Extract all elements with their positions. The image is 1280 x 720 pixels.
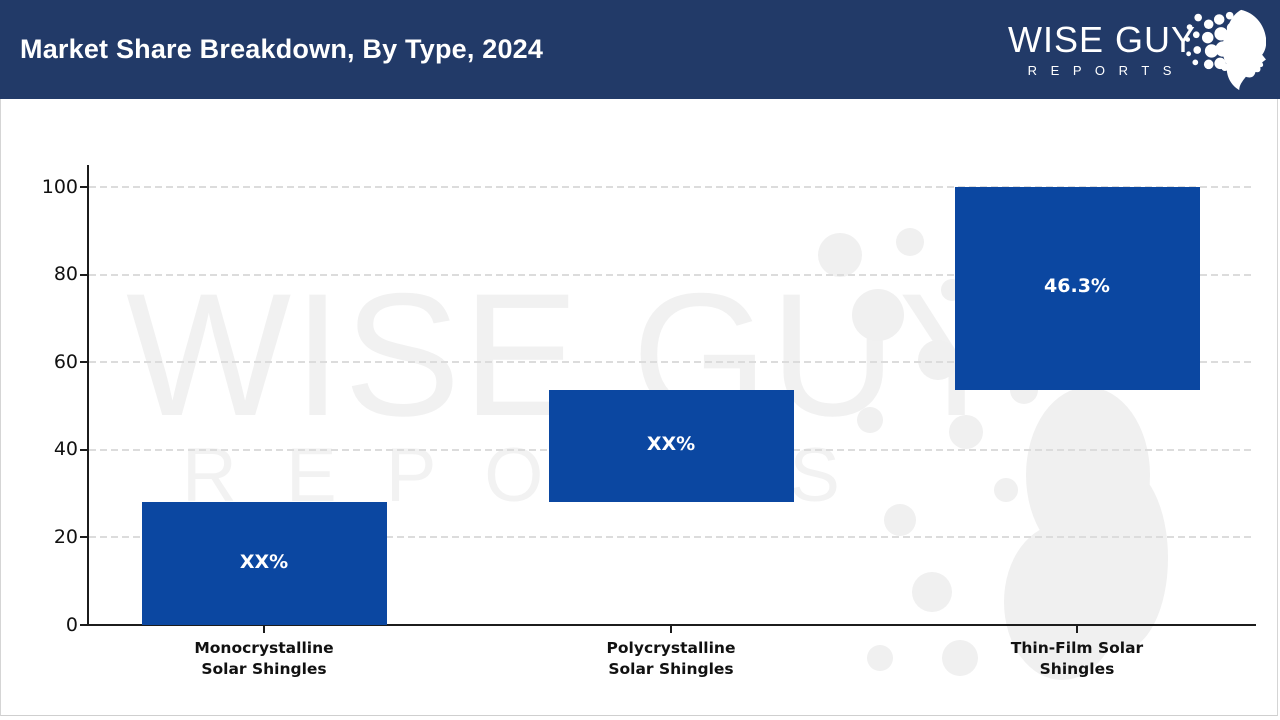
- brand-name: WISE GUY: [1007, 19, 1196, 60]
- x-axis-tick: [1076, 626, 1078, 633]
- category-label-line: Thin-Film Solar: [1010, 639, 1144, 657]
- brand-logo: WISE GUY R E P O R T S: [1008, 8, 1266, 92]
- category-label: Thin-Film Solar Shingles: [957, 638, 1197, 680]
- y-axis-tick: [80, 186, 87, 188]
- category-label: Polycrystalline Solar Shingles: [551, 638, 791, 680]
- y-axis-tick-label: 40: [53, 438, 78, 461]
- bar-segment: 46.3%: [954, 187, 1200, 390]
- page-title: Market Share Breakdown, By Type, 2024: [20, 34, 544, 64]
- y-axis-tick: [80, 536, 87, 539]
- category-label-line: Solar Shingles: [201, 660, 327, 678]
- category-label-line: Polycrystalline: [606, 639, 736, 657]
- header-bar: Market Share Breakdown, By Type, 2024 WI…: [0, 0, 1280, 99]
- x-axis-tick: [263, 626, 265, 633]
- y-gridline: [89, 186, 1255, 188]
- y-axis-line: [87, 165, 89, 626]
- y-axis-tick-label: 20: [53, 525, 78, 548]
- category-label-line: Solar Shingles: [608, 660, 734, 678]
- category-label-line: Shingles: [1039, 660, 1115, 678]
- category-label: Monocrystalline Solar Shingles: [144, 638, 384, 680]
- bar-value-label: XX%: [646, 433, 696, 456]
- category-label-line: Monocrystalline: [194, 639, 334, 657]
- dotted-head-profile-icon: [1185, 9, 1266, 90]
- y-gridline: [89, 361, 1255, 364]
- bar-segment: XX%: [548, 389, 794, 503]
- y-gridline: [89, 273, 1255, 276]
- bar-value-label: XX%: [239, 550, 289, 573]
- brand-text: WISE GUY R E P O R T S: [1007, 19, 1196, 78]
- y-axis-tick-label: 100: [41, 175, 78, 198]
- bar-segment: XX%: [141, 502, 387, 625]
- x-axis-tick: [670, 626, 672, 633]
- y-axis-tick: [80, 448, 87, 451]
- y-axis-tick-label: 80: [53, 263, 78, 286]
- x-axis-line: [87, 624, 1256, 626]
- bar-value-label: 46.3%: [1044, 275, 1110, 298]
- y-axis-tick: [80, 624, 87, 626]
- brand-subtitle: R E P O R T S: [1027, 63, 1177, 78]
- y-gridline: [89, 536, 1255, 539]
- y-axis-tick: [80, 273, 87, 276]
- y-axis-tick: [80, 361, 87, 364]
- y-axis-tick-label: 60: [53, 350, 78, 373]
- y-axis-tick-label: 0: [65, 613, 78, 636]
